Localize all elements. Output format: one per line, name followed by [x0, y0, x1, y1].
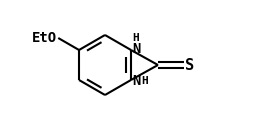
Text: H: H: [132, 33, 139, 43]
Text: S: S: [185, 58, 194, 72]
Text: H: H: [141, 76, 148, 86]
Text: N: N: [132, 74, 140, 88]
Text: EtO: EtO: [32, 31, 57, 45]
Text: N: N: [132, 42, 140, 56]
